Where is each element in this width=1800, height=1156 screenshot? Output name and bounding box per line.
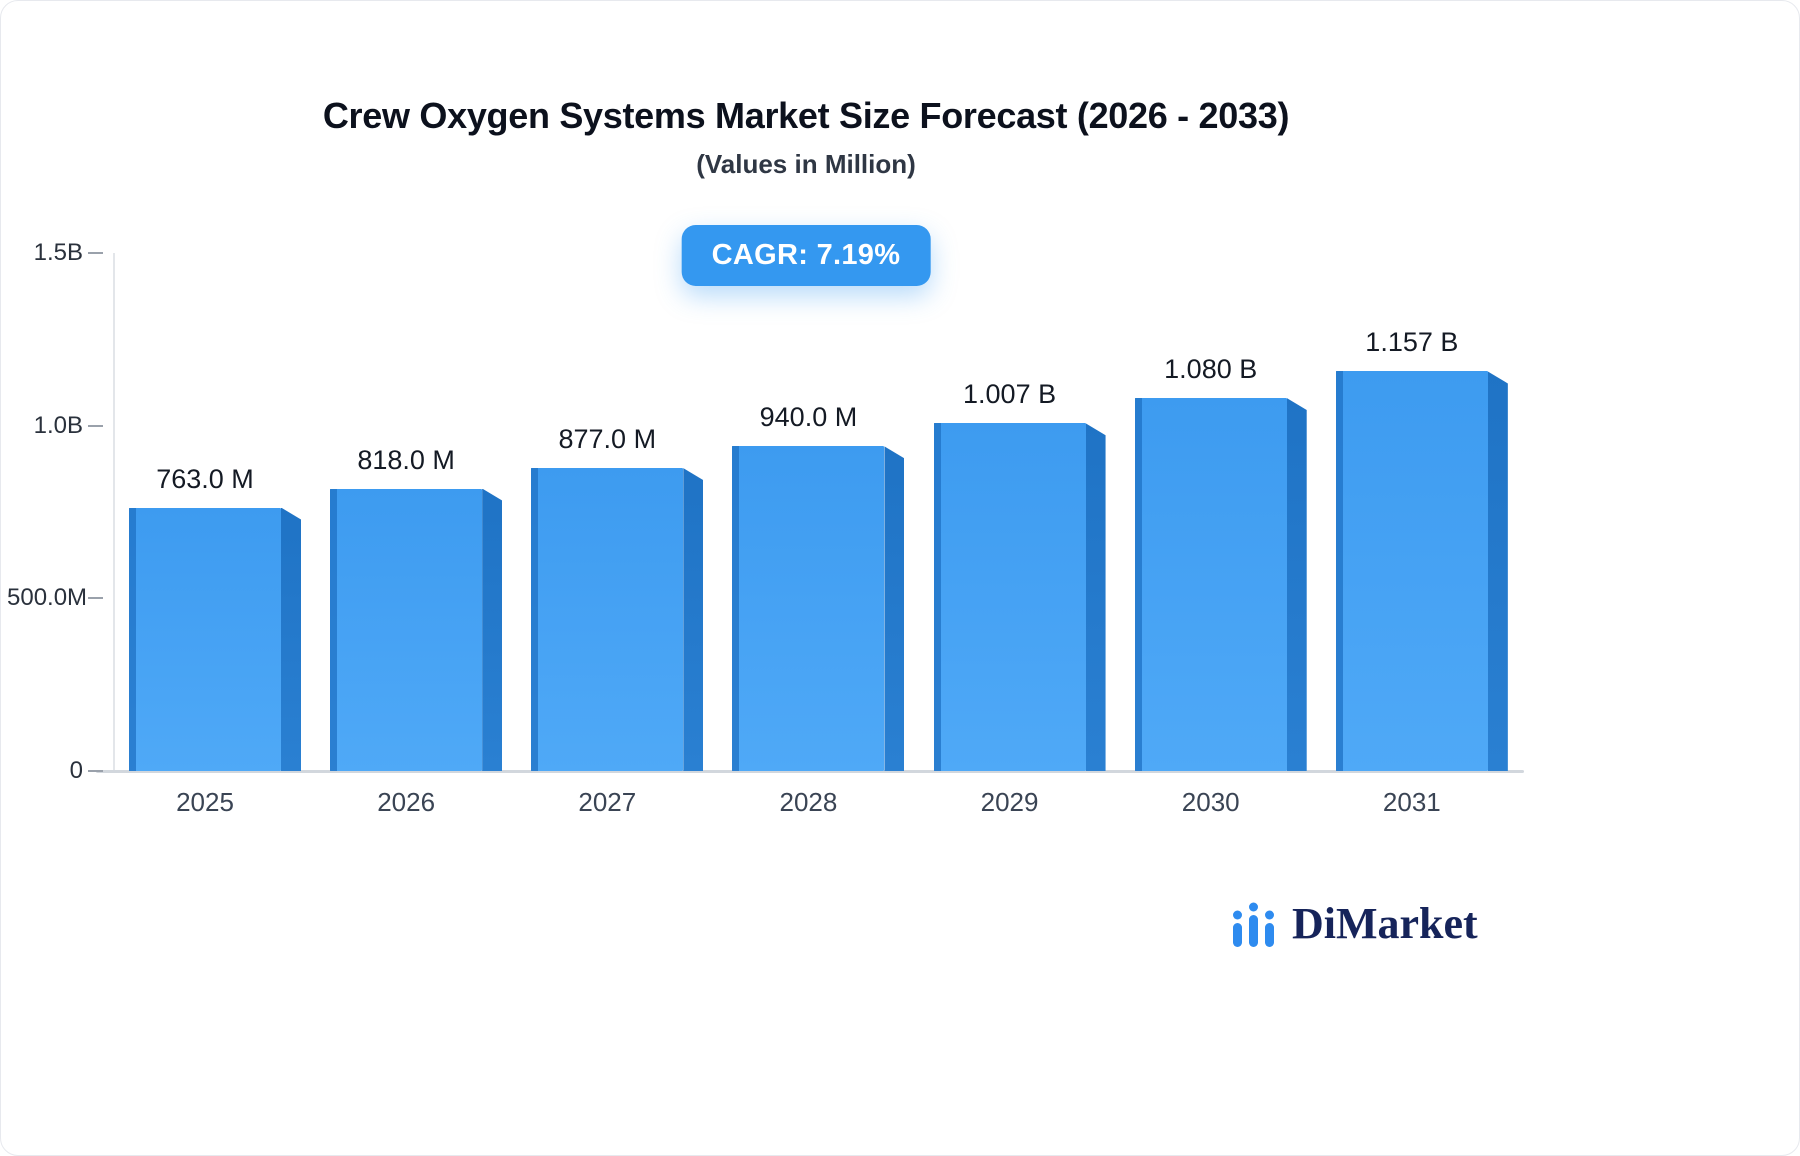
dimarket-logo: DiMarket bbox=[1229, 901, 1478, 947]
bar-value-label: 1.080 B bbox=[1164, 354, 1258, 385]
y-axis-line bbox=[113, 253, 115, 771]
y-tick-mark bbox=[88, 770, 103, 772]
bar-side-face bbox=[1487, 371, 1508, 771]
logo-text: DiMarket bbox=[1292, 899, 1478, 948]
bar-value-label: 1.157 B bbox=[1365, 327, 1459, 358]
y-tick-label: 500.0M bbox=[7, 584, 88, 612]
bar-side-face bbox=[1085, 423, 1106, 771]
bar-value-label: 818.0 M bbox=[357, 444, 455, 475]
bar bbox=[933, 423, 1086, 771]
x-axis-label: 2031 bbox=[1382, 787, 1441, 817]
bar-value-label: 940.0 M bbox=[759, 402, 858, 433]
x-axis-label: 2030 bbox=[1181, 787, 1240, 817]
bar-side-face bbox=[683, 468, 704, 771]
bar-side-face bbox=[482, 488, 503, 771]
bar bbox=[531, 468, 684, 771]
bar bbox=[129, 507, 281, 772]
x-axis-label: 2026 bbox=[377, 787, 436, 817]
bar-side-face bbox=[1286, 398, 1307, 771]
bar-chart-icon bbox=[1229, 901, 1279, 947]
y-tick-label: 1.0B bbox=[33, 411, 83, 439]
bar bbox=[330, 488, 483, 772]
cagr-badge: CAGR: 7.19% bbox=[681, 225, 931, 286]
bar-value-label: 763.0 M bbox=[156, 463, 254, 494]
x-axis-line bbox=[96, 770, 1524, 773]
chart-title: Crew Oxygen Systems Market Size Forecast… bbox=[322, 95, 1290, 136]
bar-side-face bbox=[884, 446, 905, 771]
x-axis-label: 2028 bbox=[779, 787, 838, 817]
y-tick-mark bbox=[88, 424, 103, 427]
y-tick-mark bbox=[88, 252, 103, 254]
x-axis-label: 2029 bbox=[980, 787, 1039, 817]
x-axis-label: 2025 bbox=[176, 787, 234, 817]
bar bbox=[732, 446, 885, 771]
y-tick-label: 1.5B bbox=[33, 239, 83, 266]
bar-side-face bbox=[281, 507, 301, 771]
bar bbox=[1134, 398, 1287, 771]
chart-subtitle: (Values in Million) bbox=[696, 149, 916, 179]
x-axis-label: 2027 bbox=[578, 787, 637, 817]
bar-value-label: 1.007 B bbox=[963, 379, 1057, 410]
bar-value-label: 877.0 M bbox=[558, 424, 657, 455]
bar bbox=[1335, 371, 1488, 771]
y-tick-mark bbox=[88, 597, 103, 600]
y-tick-label: 0 bbox=[69, 757, 83, 784]
